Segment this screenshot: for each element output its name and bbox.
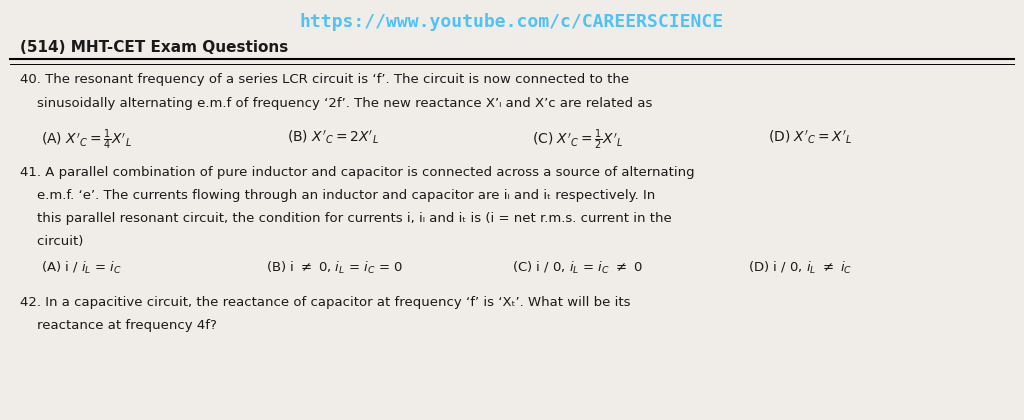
Text: circuit): circuit) xyxy=(20,235,84,248)
Text: (514) MHT-CET Exam Questions: (514) MHT-CET Exam Questions xyxy=(20,40,289,55)
Text: this parallel resonant circuit, the condition for currents i, iₗ and iₜ is (i = : this parallel resonant circuit, the cond… xyxy=(20,212,672,225)
Text: (C) $X'_C = \frac{1}{2}X'_L$: (C) $X'_C = \frac{1}{2}X'_L$ xyxy=(532,128,624,152)
Text: (A) $X'_C = \frac{1}{4}X'_L$: (A) $X'_C = \frac{1}{4}X'_L$ xyxy=(41,128,132,152)
Text: (B) i $\neq$ 0, $i_L$ = $i_C$ = 0: (B) i $\neq$ 0, $i_L$ = $i_C$ = 0 xyxy=(266,260,403,276)
Text: (B) $X'_C = 2X'_L$: (B) $X'_C = 2X'_L$ xyxy=(287,128,379,146)
Text: (D) i / 0, $i_L$ $\neq$ $i_C$: (D) i / 0, $i_L$ $\neq$ $i_C$ xyxy=(748,260,852,276)
Text: 41. A parallel combination of pure inductor and capacitor is connected across a : 41. A parallel combination of pure induc… xyxy=(20,166,695,179)
Text: 42. In a capacitive circuit, the reactance of capacitor at frequency ‘f’ is ‘Xₜ’: 42. In a capacitive circuit, the reactan… xyxy=(20,296,631,309)
Text: reactance at frequency 4f?: reactance at frequency 4f? xyxy=(20,319,217,332)
Text: https://www.youtube.com/c/CAREERSCIENCE: https://www.youtube.com/c/CAREERSCIENCE xyxy=(300,13,724,31)
Text: (A) i / $i_L$ = $i_C$: (A) i / $i_L$ = $i_C$ xyxy=(41,260,122,276)
Text: 40. The resonant frequency of a series LCR circuit is ‘f’. The circuit is now co: 40. The resonant frequency of a series L… xyxy=(20,74,630,87)
Text: (D) $X'_C = X'_L$: (D) $X'_C = X'_L$ xyxy=(768,128,852,146)
Text: sinusoidally alternating e.m.f of frequency ‘2f’. The new reactance X’ₗ and X’c : sinusoidally alternating e.m.f of freque… xyxy=(20,97,653,110)
Text: e.m.f. ‘e’. The currents flowing through an inductor and capacitor are iₗ and iₜ: e.m.f. ‘e’. The currents flowing through… xyxy=(20,189,655,202)
Text: (C) i / 0, $i_L$ = $i_C$ $\neq$ 0: (C) i / 0, $i_L$ = $i_C$ $\neq$ 0 xyxy=(512,260,643,276)
